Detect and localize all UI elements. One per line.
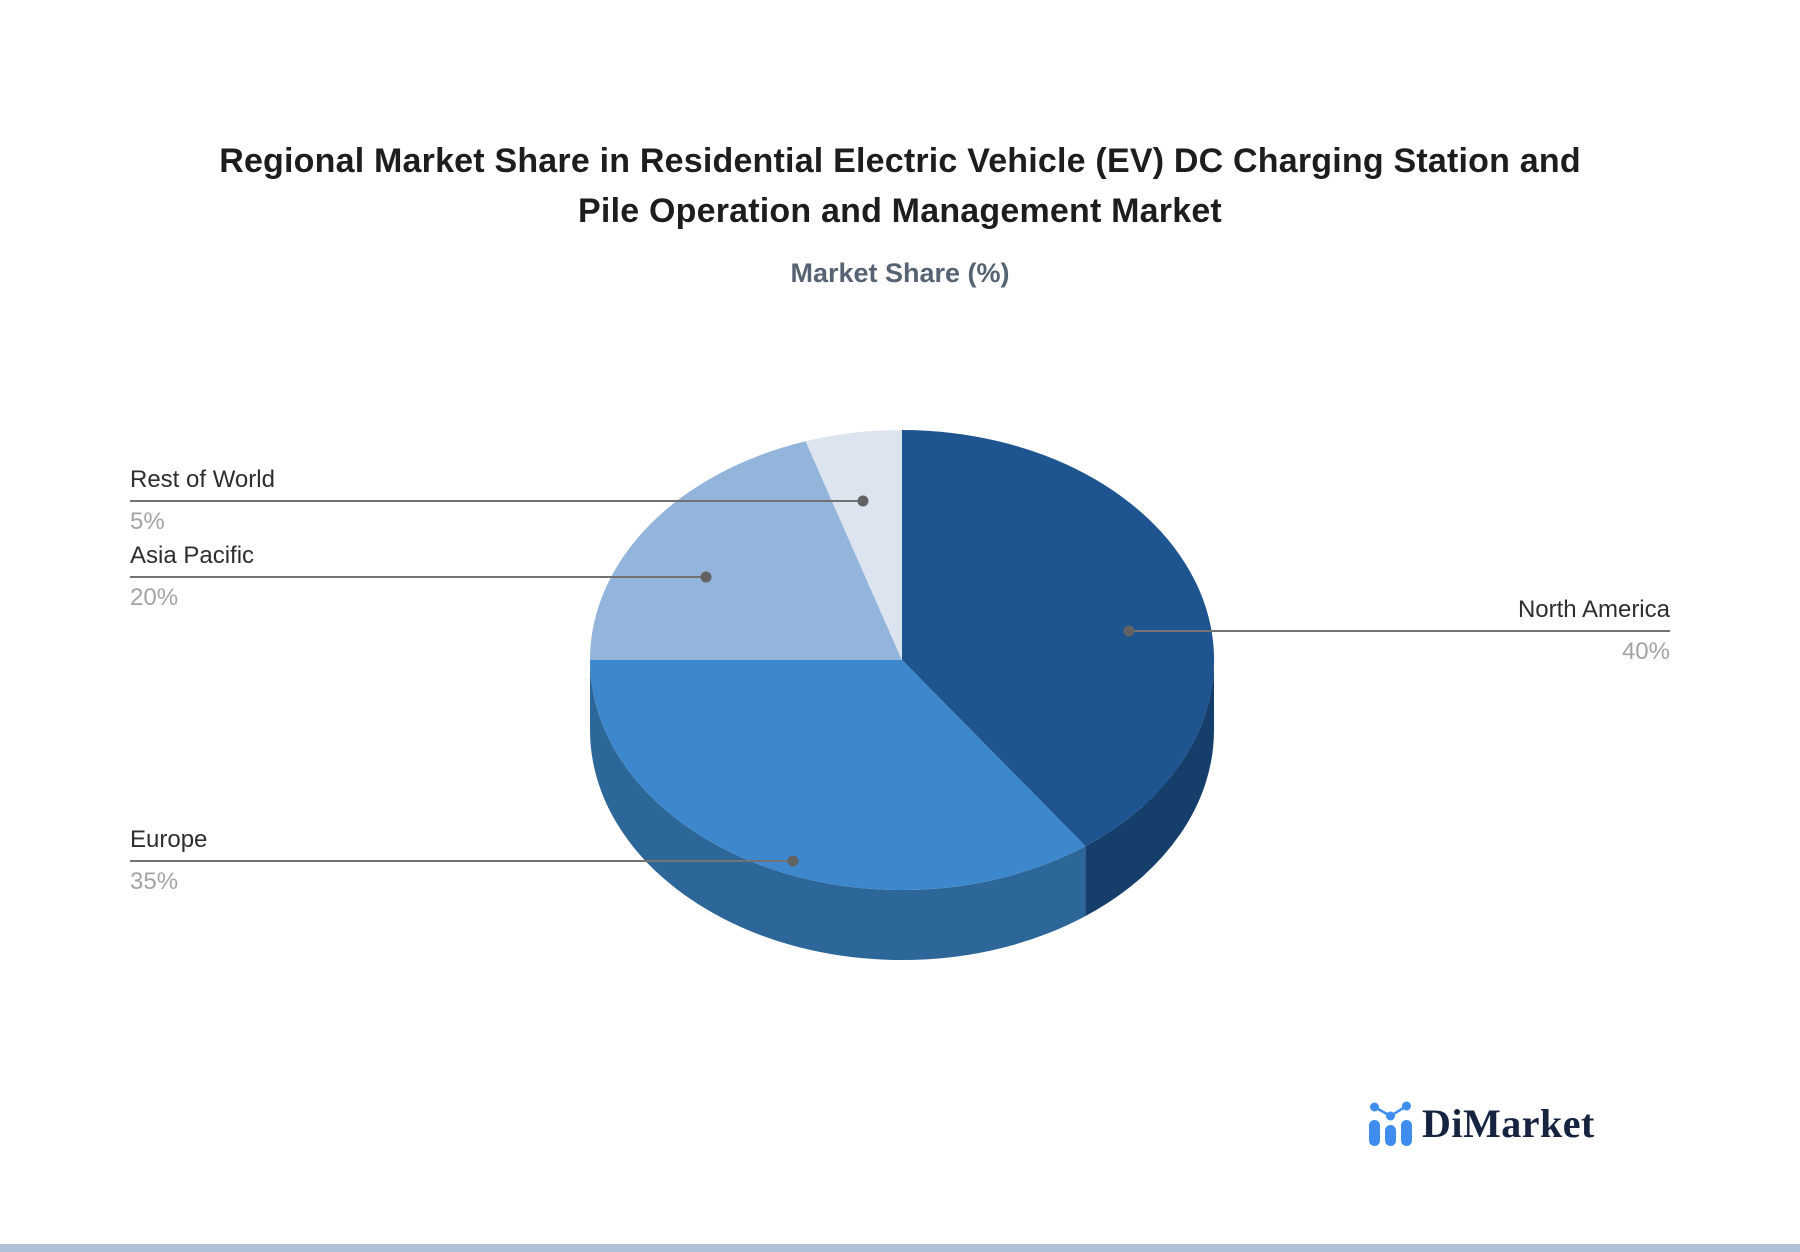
slice-pct-rest-of-world: 5% — [130, 508, 165, 535]
slice-pct-north-america: 40% — [1621, 638, 1670, 665]
pie-slice-asia-pacific[interactable] — [590, 441, 902, 660]
chart-title-line-1: Regional Market Share in Residential Ele… — [219, 142, 1581, 180]
pie-group — [590, 430, 1215, 961]
slice-label-europe: Europe — [130, 826, 208, 853]
slice-pct-europe: 35% — [130, 868, 179, 895]
chart-subtitle: Market Share (%) — [790, 258, 1010, 288]
pie-slice-side-europe — [590, 660, 1086, 961]
chart-title: Regional Market Share in Residential Ele… — [0, 136, 1800, 236]
leader-dot-asia-pacific — [700, 571, 712, 583]
brand-logo: DiMarket — [1366, 1098, 1595, 1150]
pie-slice-europe[interactable] — [590, 660, 1086, 891]
leader-dot-europe — [787, 855, 799, 867]
pie-slice-north-america[interactable] — [902, 430, 1215, 847]
logo-chart-icon — [1369, 1101, 1412, 1146]
logo-text: DiMarket — [1422, 1101, 1595, 1146]
pie-slice-rest-of-world[interactable] — [805, 430, 902, 660]
slice-label-north-america: North America — [1517, 596, 1670, 623]
chart-title-line-2: Pile Operation and Management Market — [578, 192, 1222, 230]
bottom-accent-bar — [0, 1244, 1800, 1252]
slice-label-rest-of-world: Rest of World — [130, 466, 275, 493]
slice-label-asia-pacific: Asia Pacific — [130, 542, 255, 569]
leader-dot-rest-of-world — [857, 495, 869, 507]
pie-slice-side-north-america — [1085, 660, 1214, 917]
leader-dot-north-america — [1123, 625, 1135, 637]
slice-pct-asia-pacific: 20% — [130, 584, 179, 611]
